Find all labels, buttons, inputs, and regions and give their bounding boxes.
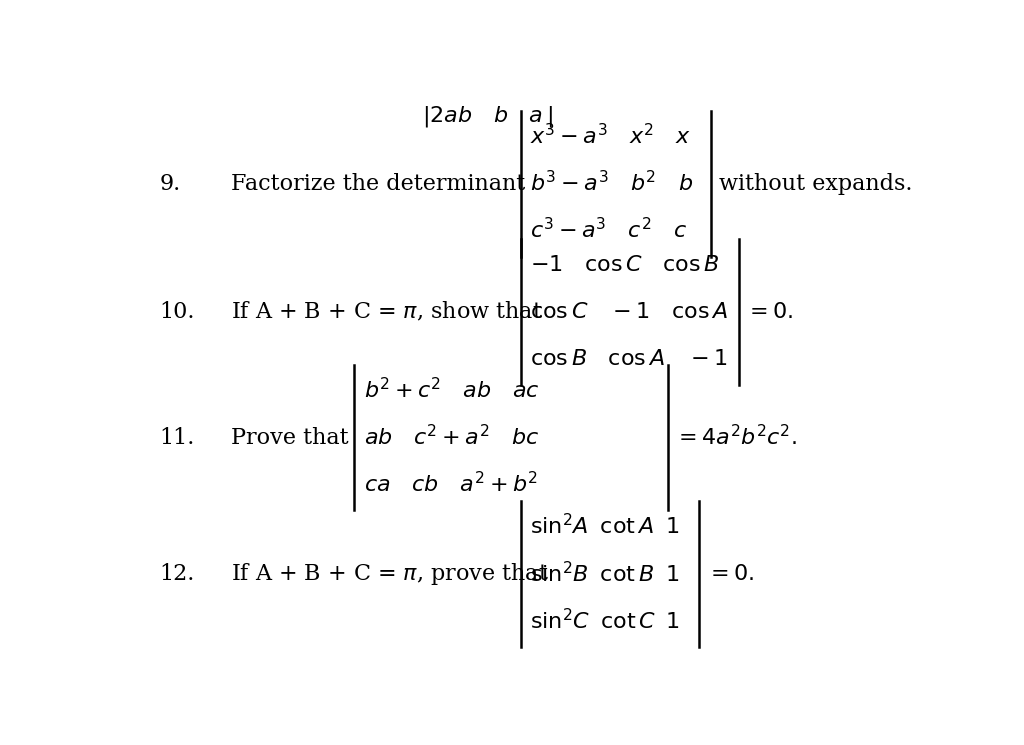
Text: $= 0.$: $= 0.$ bbox=[706, 563, 754, 585]
Text: 12.: 12. bbox=[160, 563, 196, 585]
Text: Factorize the determinant: Factorize the determinant bbox=[231, 173, 525, 195]
Text: 9.: 9. bbox=[160, 173, 181, 195]
Text: $\sin^2\!C \;\; \cot C \;\; 1$: $\sin^2\!C \;\; \cot C \;\; 1$ bbox=[530, 609, 680, 634]
Text: $-1 \quad \cos C \quad \cos B$: $-1 \quad \cos C \quad \cos B$ bbox=[530, 254, 720, 276]
Text: $\cos B \quad \cos A \quad -1$: $\cos B \quad \cos A \quad -1$ bbox=[530, 348, 728, 370]
Text: $\sin^2\!B \;\; \cot B \;\; 1$: $\sin^2\!B \;\; \cot B \;\; 1$ bbox=[530, 562, 680, 587]
Text: $c^3-a^3 \quad c^2 \quad c$: $c^3-a^3 \quad c^2 \quad c$ bbox=[530, 218, 687, 244]
Text: 10.: 10. bbox=[160, 301, 196, 323]
Text: $\sin^2\!A \;\; \cot A \;\; 1$: $\sin^2\!A \;\; \cot A \;\; 1$ bbox=[530, 515, 680, 539]
Text: $= 4a^2b^2c^2.$: $= 4a^2b^2c^2.$ bbox=[674, 425, 797, 450]
Text: 11.: 11. bbox=[160, 427, 196, 448]
Text: $|2ab \quad b \quad a\,|$: $|2ab \quad b \quad a\,|$ bbox=[422, 104, 553, 129]
Text: $x^3-a^3 \quad x^2 \quad x$: $x^3-a^3 \quad x^2 \quad x$ bbox=[530, 124, 691, 150]
Text: $ca \quad cb \quad a^2+b^2$: $ca \quad cb \quad a^2+b^2$ bbox=[364, 472, 538, 497]
Text: $= 0.$: $= 0.$ bbox=[745, 301, 794, 323]
Text: Prove that: Prove that bbox=[231, 427, 349, 448]
Text: $ab \quad c^2+a^2 \quad bc$: $ab \quad c^2+a^2 \quad bc$ bbox=[364, 425, 539, 450]
Text: $b^2+c^2 \quad ab \quad ac$: $b^2+c^2 \quad ab \quad ac$ bbox=[364, 378, 540, 403]
Text: If A + B + C = $\pi$, show that: If A + B + C = $\pi$, show that bbox=[231, 300, 543, 323]
Text: without expands.: without expands. bbox=[719, 173, 912, 195]
Text: If A + B + C = $\pi$, prove that: If A + B + C = $\pi$, prove that bbox=[231, 561, 549, 587]
Text: $\cos C \quad -1 \quad \cos A$: $\cos C \quad -1 \quad \cos A$ bbox=[530, 301, 728, 323]
Text: $b^3-a^3 \quad b^2 \quad b$: $b^3-a^3 \quad b^2 \quad b$ bbox=[530, 171, 693, 197]
